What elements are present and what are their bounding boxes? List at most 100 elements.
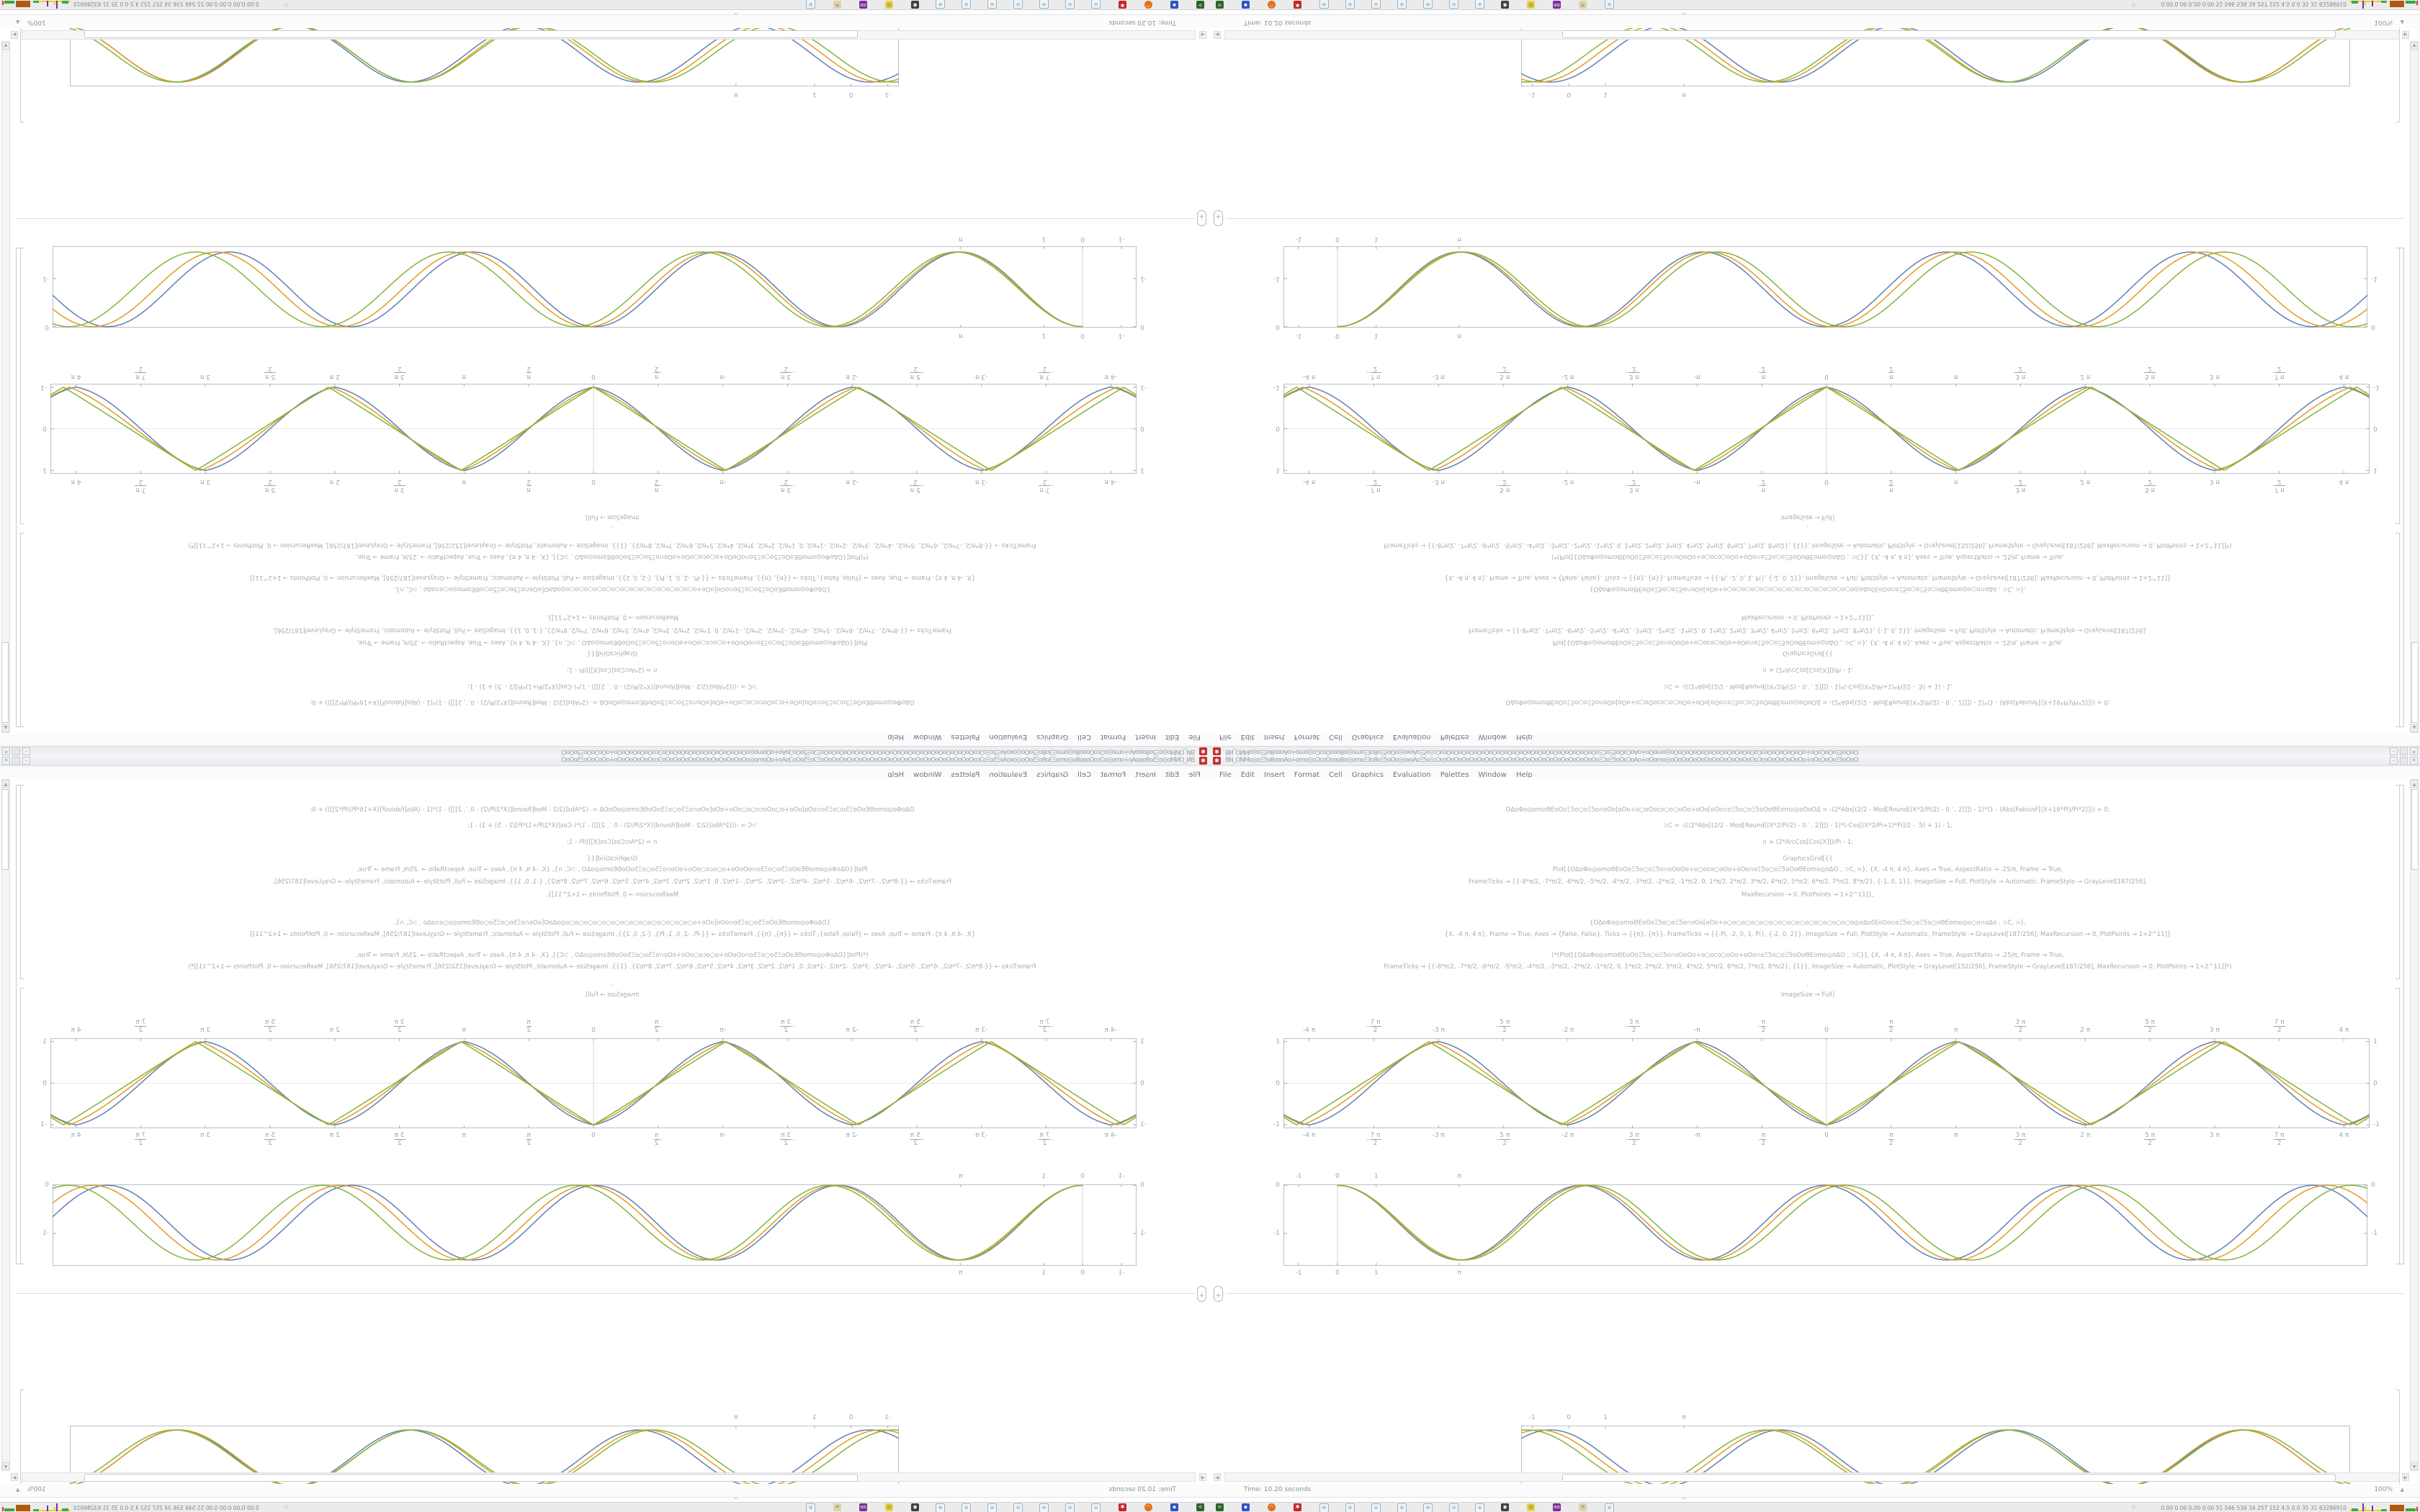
scroll-beige-icon[interactable]: ≋: [833, 1503, 841, 1511]
document-icon[interactable]: ≡: [806, 1503, 815, 1512]
horizontal-scroll-thumb[interactable]: [84, 30, 858, 38]
document-icon[interactable]: ≡: [1345, 0, 1355, 9]
document-icon[interactable]: ≡: [1013, 1503, 1023, 1512]
vertical-scroll-thumb[interactable]: [1, 642, 9, 723]
minimize-button[interactable]: –: [22, 757, 30, 765]
camera-icon[interactable]: ◉: [1501, 1, 1509, 9]
camera-icon[interactable]: ◉: [911, 1, 919, 9]
document-icon[interactable]: ≡: [1013, 0, 1023, 9]
insert-cell-plus-icon[interactable]: +: [1197, 210, 1206, 226]
scroll-up-icon[interactable]: ▲: [2, 780, 9, 788]
tray-star-icon[interactable]: ☆: [284, 1504, 290, 1511]
camera-icon[interactable]: ◉: [911, 1503, 919, 1511]
scroll-up-icon[interactable]: ▲: [2411, 724, 2418, 732]
document-icon[interactable]: ≡: [1423, 0, 1433, 9]
horizontal-scroll-thumb[interactable]: [1562, 30, 2336, 38]
menu-item-cell[interactable]: Cell: [1329, 771, 1343, 779]
tray-star-icon[interactable]: ☆: [2130, 1504, 2136, 1511]
close-button[interactable]: ✕: [2, 757, 10, 765]
ghost-purple-icon[interactable]: oo: [1553, 1503, 1561, 1511]
window-titlebar[interactable]: ✱ ΒΝ_ΟΝΜο◎οΞ5ο8οαοΑο∔οmο◎οϽϲοΟοαο8ο◎οmοΞ…: [1210, 746, 2420, 756]
zoom-level-control[interactable]: 100%: [27, 1486, 46, 1493]
maximize-button[interactable]: ▢: [2400, 747, 2408, 755]
window-titlebar[interactable]: ✱ ΒΝ_ΟΝΜο◎οΞ5ο8οαοΑο∔οmο◎οϽϲοΟοαο8ο◎οmοΞ…: [0, 756, 1210, 766]
scroll-right-icon[interactable]: ▶: [2402, 31, 2409, 39]
document-icon[interactable]: ≡: [962, 0, 971, 9]
maximize-button[interactable]: ▢: [12, 747, 20, 755]
zoom-spinner-icon[interactable]: ▲: [2400, 19, 2404, 25]
horizontal-scrollbar[interactable]: [22, 1472, 1196, 1482]
terminal-green-icon[interactable]: >: [1196, 1503, 1204, 1511]
vertical-scroll-thumb[interactable]: [1, 789, 9, 870]
disk-blue-icon[interactable]: ▪: [1242, 1503, 1250, 1511]
cell-bracket-input[interactable]: [2396, 785, 2400, 979]
document-icon[interactable]: ≡: [1319, 0, 1329, 9]
disk-blue-icon[interactable]: ▪: [1170, 1, 1178, 9]
document-icon[interactable]: ≡: [1091, 0, 1101, 9]
horizontal-scrollbar[interactable]: [1224, 30, 2398, 40]
scroll-down-icon[interactable]: ▼: [2, 42, 9, 50]
zoom-level-control[interactable]: 100%: [2374, 19, 2393, 26]
gear-red-icon[interactable]: ✱: [1119, 1503, 1126, 1511]
scroll-left-icon[interactable]: ◀: [1199, 1473, 1206, 1481]
scroll-up-icon[interactable]: ▲: [2, 724, 9, 732]
document-icon[interactable]: ≡: [936, 1503, 945, 1512]
minimize-button[interactable]: –: [2390, 757, 2398, 765]
document-icon[interactable]: ≡: [1039, 1503, 1049, 1512]
document-icon[interactable]: ≡: [1397, 0, 1407, 9]
document-icon[interactable]: ≡: [1065, 0, 1075, 9]
document-icon[interactable]: ≡: [1065, 1503, 1075, 1512]
zoom-spinner-icon[interactable]: ▲: [16, 1487, 20, 1493]
firefox-icon[interactable]: ◠: [1268, 1, 1276, 9]
gear-red-icon[interactable]: ✱: [1294, 1, 1301, 9]
horizontal-scrollbar[interactable]: [22, 30, 1196, 40]
cell-bracket-group[interactable]: [2400, 785, 2404, 1264]
document-icon[interactable]: ≡: [1475, 0, 1484, 9]
document-icon[interactable]: ≡: [1475, 1503, 1484, 1512]
document-icon[interactable]: ≡: [987, 1503, 997, 1512]
horizontal-scroll-thumb[interactable]: [1562, 1474, 2336, 1482]
scroll-beige-icon[interactable]: ≋: [1579, 1503, 1587, 1511]
terminal-green-icon[interactable]: >: [1196, 1, 1204, 9]
window-titlebar[interactable]: ✱ ΒΝ_ΟΝΜο◎οΞ5ο8οαοΑο∔οmο◎οϽϲοΟοαο8ο◎οmοΞ…: [1210, 756, 2420, 766]
scroll-down-icon[interactable]: ▼: [2, 1462, 9, 1470]
vertical-scrollbar[interactable]: ▲ ▼: [2410, 41, 2419, 733]
vertical-scrollbar[interactable]: ▲ ▼: [2410, 779, 2419, 1471]
document-icon[interactable]: ≡: [1371, 1503, 1381, 1512]
disk-blue-icon[interactable]: ▪: [1170, 1503, 1178, 1511]
scroll-up-icon[interactable]: ▲: [2411, 780, 2418, 788]
disk-blue-icon[interactable]: ▪: [1242, 1, 1250, 9]
zoom-spinner-icon[interactable]: ▲: [2400, 1487, 2404, 1493]
document-icon[interactable]: ≡: [1345, 1503, 1355, 1512]
maximize-button[interactable]: ▢: [12, 757, 20, 765]
cell-bracket-output[interactable]: [20, 248, 24, 524]
scroll-beige-icon[interactable]: ≋: [1579, 1, 1587, 9]
window-titlebar[interactable]: ✱ ΒΝ_ΟΝΜο◎οΞ5ο8οαοΑο∔οmο◎οϽϲοΟοαο8ο◎οmοΞ…: [0, 746, 1210, 756]
scroll-left-icon[interactable]: ◀: [1199, 31, 1206, 39]
document-icon[interactable]: ≡: [1423, 1503, 1433, 1512]
document-icon[interactable]: ≡: [1397, 1503, 1407, 1512]
horizontal-scroll-thumb[interactable]: [84, 1474, 858, 1482]
minimize-button[interactable]: –: [22, 747, 30, 755]
document-icon[interactable]: ≡: [1039, 0, 1049, 9]
document-icon[interactable]: ≡: [936, 0, 945, 9]
scroll-left-icon[interactable]: ◀: [1214, 1473, 1221, 1481]
tray-star-icon[interactable]: ☆: [284, 1, 290, 8]
menu-item-window[interactable]: Window: [1478, 771, 1507, 779]
close-button[interactable]: ✕: [2410, 747, 2418, 755]
close-button[interactable]: ✕: [2410, 757, 2418, 765]
document-icon[interactable]: ≡: [1605, 0, 1614, 9]
menu-item-insert[interactable]: Insert: [1264, 771, 1285, 779]
scroll-right-icon[interactable]: ▶: [11, 31, 18, 39]
scroll-down-icon[interactable]: ▼: [2411, 1462, 2418, 1470]
insert-cell-plus-icon[interactable]: +: [1214, 210, 1223, 226]
vertical-scroll-thumb[interactable]: [2411, 789, 2419, 870]
menu-item-edit[interactable]: Edit: [1240, 771, 1255, 779]
cell-bracket-output[interactable]: [20, 988, 24, 1264]
document-icon[interactable]: ≡: [1091, 1503, 1101, 1512]
minimize-button[interactable]: –: [2390, 747, 2398, 755]
firefox-icon[interactable]: ◠: [1144, 1, 1152, 9]
vertical-scrollbar[interactable]: ▲ ▼: [1, 779, 10, 1471]
menu-item-help[interactable]: Help: [1515, 771, 1533, 779]
ghost-purple-icon[interactable]: oo: [1553, 1, 1561, 9]
